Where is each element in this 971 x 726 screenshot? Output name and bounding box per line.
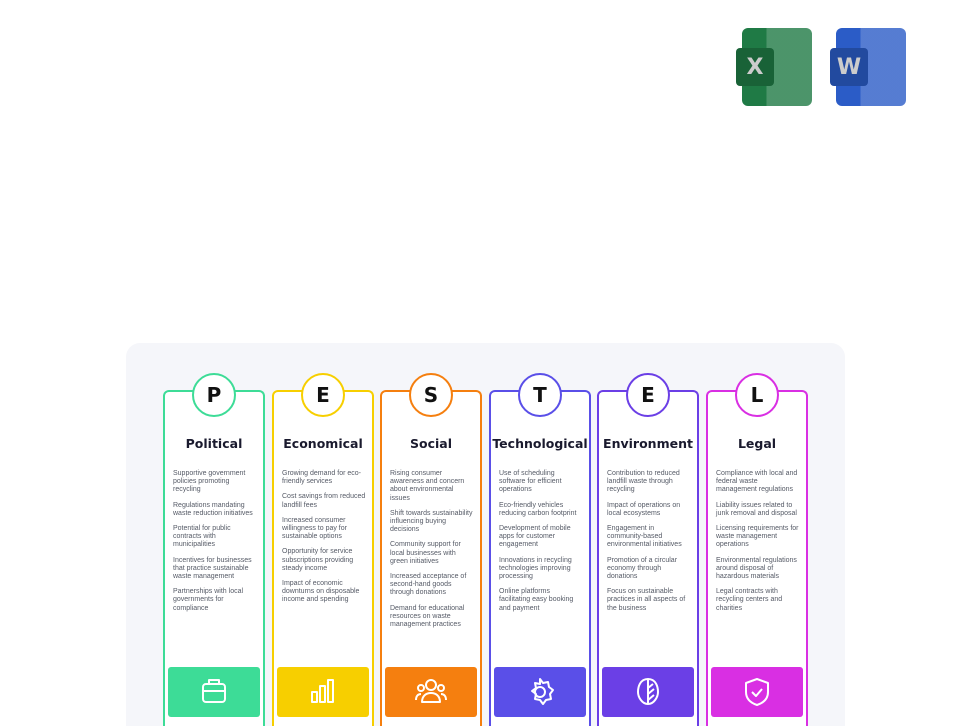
list-item: Legal contracts with recycling centers a… xyxy=(716,588,783,612)
list-item: Contribution to reduced landfill waste t… xyxy=(607,470,680,494)
shield-check-icon xyxy=(745,678,769,706)
list-item: Shift towards sustainability influencing… xyxy=(390,509,473,534)
list-item: Development of mobile apps for customer … xyxy=(499,525,571,549)
letter-badge: P xyxy=(192,373,236,417)
factor-list: Contribution to reduced landfill waste t… xyxy=(597,470,699,620)
list-item: Impact of operations on local ecosystems xyxy=(607,501,681,517)
list-item: Innovations in recycling technologies im… xyxy=(499,556,572,581)
app-letter: W xyxy=(830,48,868,86)
list-item: Potential for public contracts with muni… xyxy=(173,525,231,549)
list-item: Focus on sustainable practices in all as… xyxy=(607,588,686,612)
letter-badge: T xyxy=(518,373,562,417)
list-item: Supportive government policies promoting… xyxy=(173,470,246,494)
card-footer xyxy=(168,667,260,717)
card-footer xyxy=(277,667,369,717)
factor-list: Growing demand for eco-friendly services… xyxy=(272,470,374,612)
list-item: Online platforms facilitating easy booki… xyxy=(499,588,574,612)
card-footer xyxy=(711,667,803,717)
people-icon xyxy=(415,679,447,703)
page-title: THE INSIGHTS FAMILY xyxy=(208,172,763,223)
excel-icon[interactable]: X xyxy=(736,28,812,106)
list-item: Cost savings from reduced landfill fees xyxy=(282,493,366,509)
brand-tagline: Business Model xyxy=(142,79,311,103)
list-item: Increased consumer willingness to pay fo… xyxy=(282,516,347,541)
app-letter: X xyxy=(736,48,774,86)
card-title: Political xyxy=(185,436,243,451)
factor-list: Rising consumer awareness and concern ab… xyxy=(380,470,482,636)
letter-badge: L xyxy=(735,373,779,417)
page-subtitle: PESTEL ANALYSIS xyxy=(260,272,711,323)
brand-logo: CANVAS Business Model xyxy=(46,30,321,112)
list-item: Engagement in community-based environmen… xyxy=(607,525,682,549)
list-item: Regulations mandating waste reduction in… xyxy=(173,501,253,517)
canvas-logo-icon xyxy=(53,32,121,110)
card-title: Environment xyxy=(603,436,693,451)
list-item: Liability issues related to junk removal… xyxy=(716,501,797,517)
card-title: Technological xyxy=(492,436,588,451)
leaf-icon xyxy=(637,678,659,705)
list-item: Incentives for businesses that practice … xyxy=(173,556,252,581)
factor-list: Supportive government policies promoting… xyxy=(163,470,265,620)
card-footer xyxy=(385,667,477,717)
brand-name: CANVAS xyxy=(142,38,321,82)
list-item: Environmental regulations around disposa… xyxy=(716,556,797,581)
list-item: Growing demand for eco-friendly services xyxy=(282,470,361,486)
list-item: Eco-friendly vehicles reducing carbon fo… xyxy=(499,501,577,517)
letter-badge: E xyxy=(626,373,670,417)
card-title: Social xyxy=(409,436,452,451)
letter-badge: E xyxy=(301,373,345,417)
list-item: Rising consumer awareness and concern ab… xyxy=(390,470,465,502)
card-title: Legal xyxy=(737,436,777,451)
letter-badge: S xyxy=(409,373,453,417)
list-item: Partnerships with local governments for … xyxy=(173,588,244,612)
list-item: Increased acceptance of second-hand good… xyxy=(390,573,467,597)
card-footer xyxy=(494,667,586,717)
list-item: Demand for educational resources on wast… xyxy=(390,604,465,629)
list-item: Licensing requirements for waste managem… xyxy=(716,525,799,549)
list-item: Community support for local businesses w… xyxy=(390,541,461,565)
card-footer xyxy=(602,667,694,717)
list-item: Impact of economic downturns on disposab… xyxy=(282,580,360,604)
card-title: Economical xyxy=(283,436,363,451)
bar-chart-icon xyxy=(311,679,334,703)
list-item: Compliance with local and federal waste … xyxy=(716,470,798,494)
list-item: Opportunity for service subscriptions pr… xyxy=(282,548,354,572)
gear-icon xyxy=(531,678,554,705)
list-item: Promotion of a circular economy through … xyxy=(607,556,678,581)
word-icon[interactable]: W xyxy=(830,28,906,106)
briefcase-icon xyxy=(202,679,226,703)
factor-list: Use of scheduling software for efficient… xyxy=(489,470,591,620)
factor-list: Compliance with local and federal waste … xyxy=(706,470,808,620)
list-item: Use of scheduling software for efficient… xyxy=(499,470,562,494)
